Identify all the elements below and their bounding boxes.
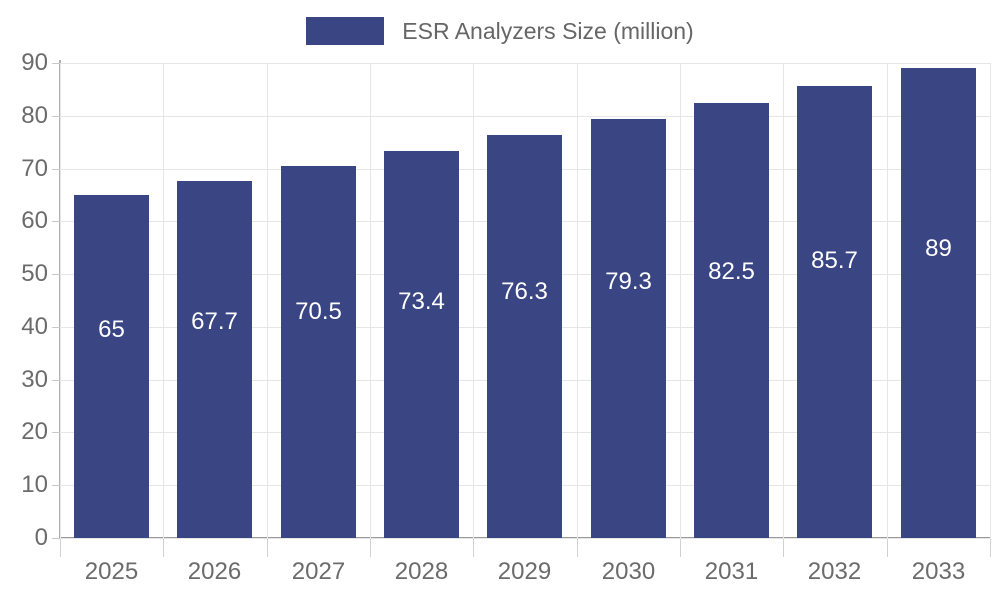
bar-value-label: 67.7 [191,308,238,335]
y-axis-tick-mark [52,274,60,276]
legend-item-label: ESR Analyzers Size (million) [402,17,694,44]
gridline-vertical [163,63,164,538]
bar-value-label: 76.3 [501,278,548,305]
x-axis-tick-mark [577,539,578,557]
y-axis-tick-label: 90 [21,49,48,76]
legend-item-esr-analyzers-size[interactable]: ESR Analyzers Size (million) [306,17,694,45]
bar[interactable]: 70.5 [281,166,356,538]
chart-legend: ESR Analyzers Size (million) [0,10,1000,52]
bar-value-label: 85.7 [811,247,858,274]
bar-value-label: 65 [98,316,125,343]
bar[interactable]: 79.3 [591,119,666,538]
y-axis-tick-label: 20 [21,418,48,446]
x-axis-tick-label: 2033 [911,558,966,585]
x-axis-tick-mark [370,539,371,557]
y-axis-tick-label: 50 [21,260,48,288]
y-axis-tick-mark [52,379,60,381]
y-axis-tick-mark [52,63,60,64]
x-axis-tick-label: 2029 [497,558,552,585]
x-axis-tick-mark [163,539,164,557]
gridline-vertical [473,63,474,538]
y-axis-tick-label: 80 [21,101,48,129]
x-axis-tick-mark [990,539,991,557]
bar[interactable]: 67.7 [177,181,252,538]
bar[interactable]: 85.7 [797,86,872,538]
bar-value-label: 82.5 [708,258,755,285]
x-axis-tick-label: 2032 [807,558,862,585]
x-axis-tick-label: 2028 [394,558,449,585]
y-axis-tick-mark [52,115,60,117]
x-axis-tick-mark [680,539,681,557]
y-axis-tick-label: 10 [21,471,48,499]
bar[interactable]: 89 [901,68,976,538]
bar-value-label: 70.5 [295,298,342,325]
gridline-vertical [267,63,268,538]
x-axis-tick-label: 2025 [84,558,139,585]
gridline-horizontal [60,538,990,539]
gridline-vertical [370,63,371,538]
gridline-vertical [60,63,61,538]
bar-value-label: 79.3 [605,268,652,295]
plot-area: 65 67.7 70.5 73.4 76.3 79.3 82.5 85.7 89 [60,63,991,539]
y-axis-tick-mark [52,326,60,328]
y-axis-tick-mark [52,432,60,434]
y-axis-tick-label: 70 [21,154,48,182]
y-axis-tick-mark [52,221,60,223]
bar[interactable]: 76.3 [487,135,562,538]
bar[interactable]: 65 [74,195,149,538]
y-axis-tick-label: 30 [21,365,48,393]
gridline-vertical [990,63,991,538]
bar[interactable]: 73.4 [384,151,459,538]
bar[interactable]: 82.5 [694,103,769,538]
x-axis-tick-mark [60,539,61,557]
y-axis-tick-label: 0 [34,524,48,551]
x-axis-tick-mark [887,539,888,557]
x-axis-tick-mark [267,539,268,557]
x-axis-tick-label: 2031 [704,558,759,585]
x-axis-tick-mark [783,539,784,557]
x-axis-tick-label: 2026 [187,558,242,585]
gridline-vertical [887,63,888,538]
y-axis-tick-mark [52,538,60,539]
gridline-vertical [577,63,578,538]
legend-color-swatch-icon [306,17,385,45]
gridline-horizontal [60,63,990,64]
bar-value-label: 89 [925,235,952,262]
x-axis-tick-label: 2030 [601,558,656,585]
y-axis-tick-label: 40 [21,312,48,340]
gridline-vertical [783,63,784,538]
gridline-vertical [680,63,681,538]
gridline-horizontal [60,116,990,117]
y-axis-tick-mark [52,168,60,170]
bar-value-label: 73.4 [398,288,445,315]
y-axis-tick-label: 60 [21,207,48,235]
y-axis-tick-mark [52,485,60,487]
x-axis-tick-mark [473,539,474,557]
x-axis-tick-label: 2027 [291,558,346,585]
